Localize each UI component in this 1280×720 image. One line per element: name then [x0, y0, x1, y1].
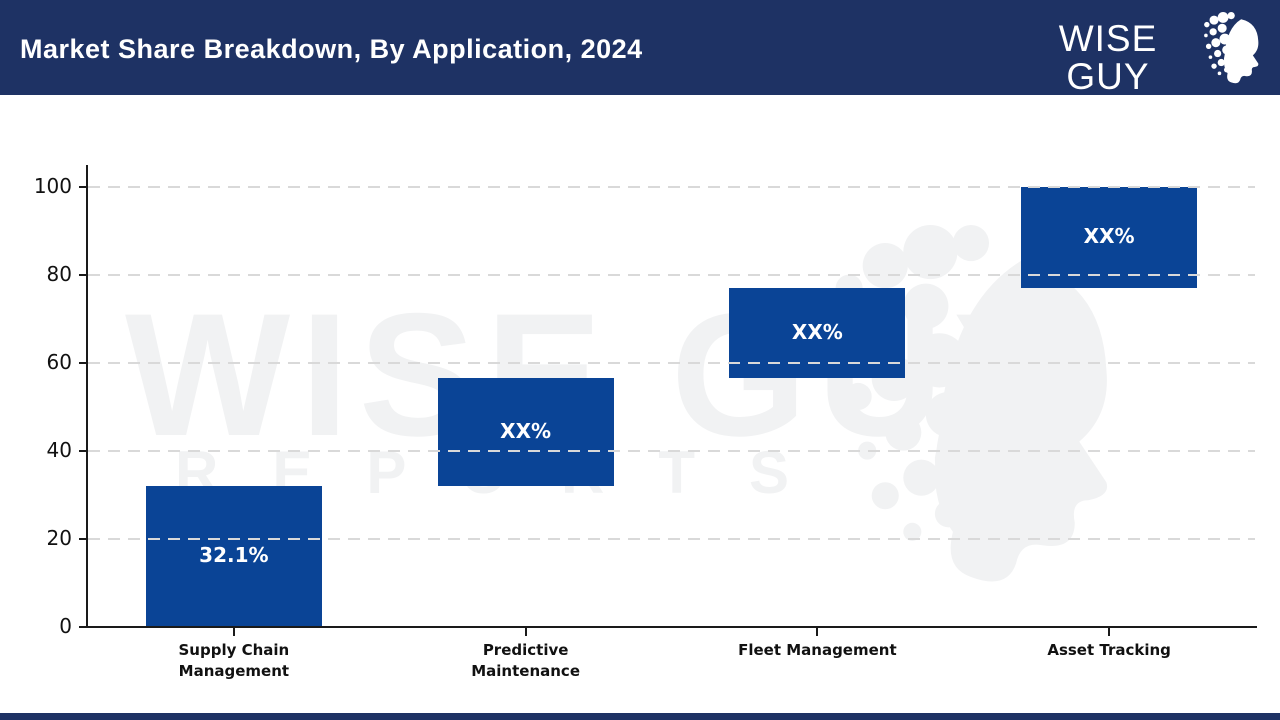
x-tick-mark: [1108, 628, 1111, 636]
y-tick-label: 20: [46, 526, 72, 550]
y-tick-mark: [79, 450, 87, 452]
x-category-label: Asset Tracking: [1047, 641, 1171, 659]
brand-head-icon: [1204, 12, 1259, 84]
y-tick-mark: [79, 626, 87, 628]
x-axis-spine: [86, 626, 1257, 628]
plot-area: 32.1% XX% XX% XX%: [88, 186, 1255, 627]
x-category-label: Fleet Management: [738, 641, 897, 659]
y-tick-mark: [79, 274, 87, 276]
gridline: [88, 362, 1255, 364]
brand-name: WISE GUY: [1058, 18, 1158, 97]
gridline: [88, 274, 1255, 276]
y-tick-label: 100: [33, 174, 72, 198]
gridline: [88, 186, 1255, 188]
header-bar: Market Share Breakdown, By Application, …: [0, 0, 1280, 116]
bar-value-label: 32.1%: [199, 543, 269, 568]
bar-segment: [1021, 187, 1198, 288]
bar-segment: [437, 377, 614, 486]
x-tick-mark: [232, 628, 235, 636]
y-tick-label: 80: [46, 262, 72, 286]
y-tick-mark: [79, 538, 87, 540]
y-tick-label: 0: [59, 614, 72, 638]
bar-value-label: XX%: [1083, 224, 1135, 249]
brand-logo-text: WISE GUY REPORTS: [1016, 20, 1200, 118]
bar-value-label: XX%: [791, 319, 843, 344]
page-title: Market Share Breakdown, By Application, …: [20, 34, 643, 64]
bar-segment: [145, 485, 322, 627]
gridline: [88, 450, 1255, 452]
brand-subtitle: REPORTS: [1034, 99, 1192, 116]
gridline: [88, 538, 1255, 540]
watermark-head-icon: [835, 225, 1108, 582]
x-category-label: Predictive Maintenance: [471, 641, 580, 680]
footer-bar: [0, 713, 1280, 720]
brand-logo: WISE GUY REPORTS: [1016, 6, 1266, 116]
y-tick-label: 40: [46, 438, 72, 462]
bar-value-label: XX%: [500, 418, 552, 443]
y-tick-mark: [79, 186, 87, 188]
y-tick-mark: [79, 362, 87, 364]
y-axis-spine: [86, 165, 88, 628]
x-tick-mark: [524, 628, 527, 636]
x-tick-mark: [816, 628, 819, 636]
y-tick-label: 60: [46, 350, 72, 374]
x-category-label: Supply Chain Management: [178, 641, 290, 680]
